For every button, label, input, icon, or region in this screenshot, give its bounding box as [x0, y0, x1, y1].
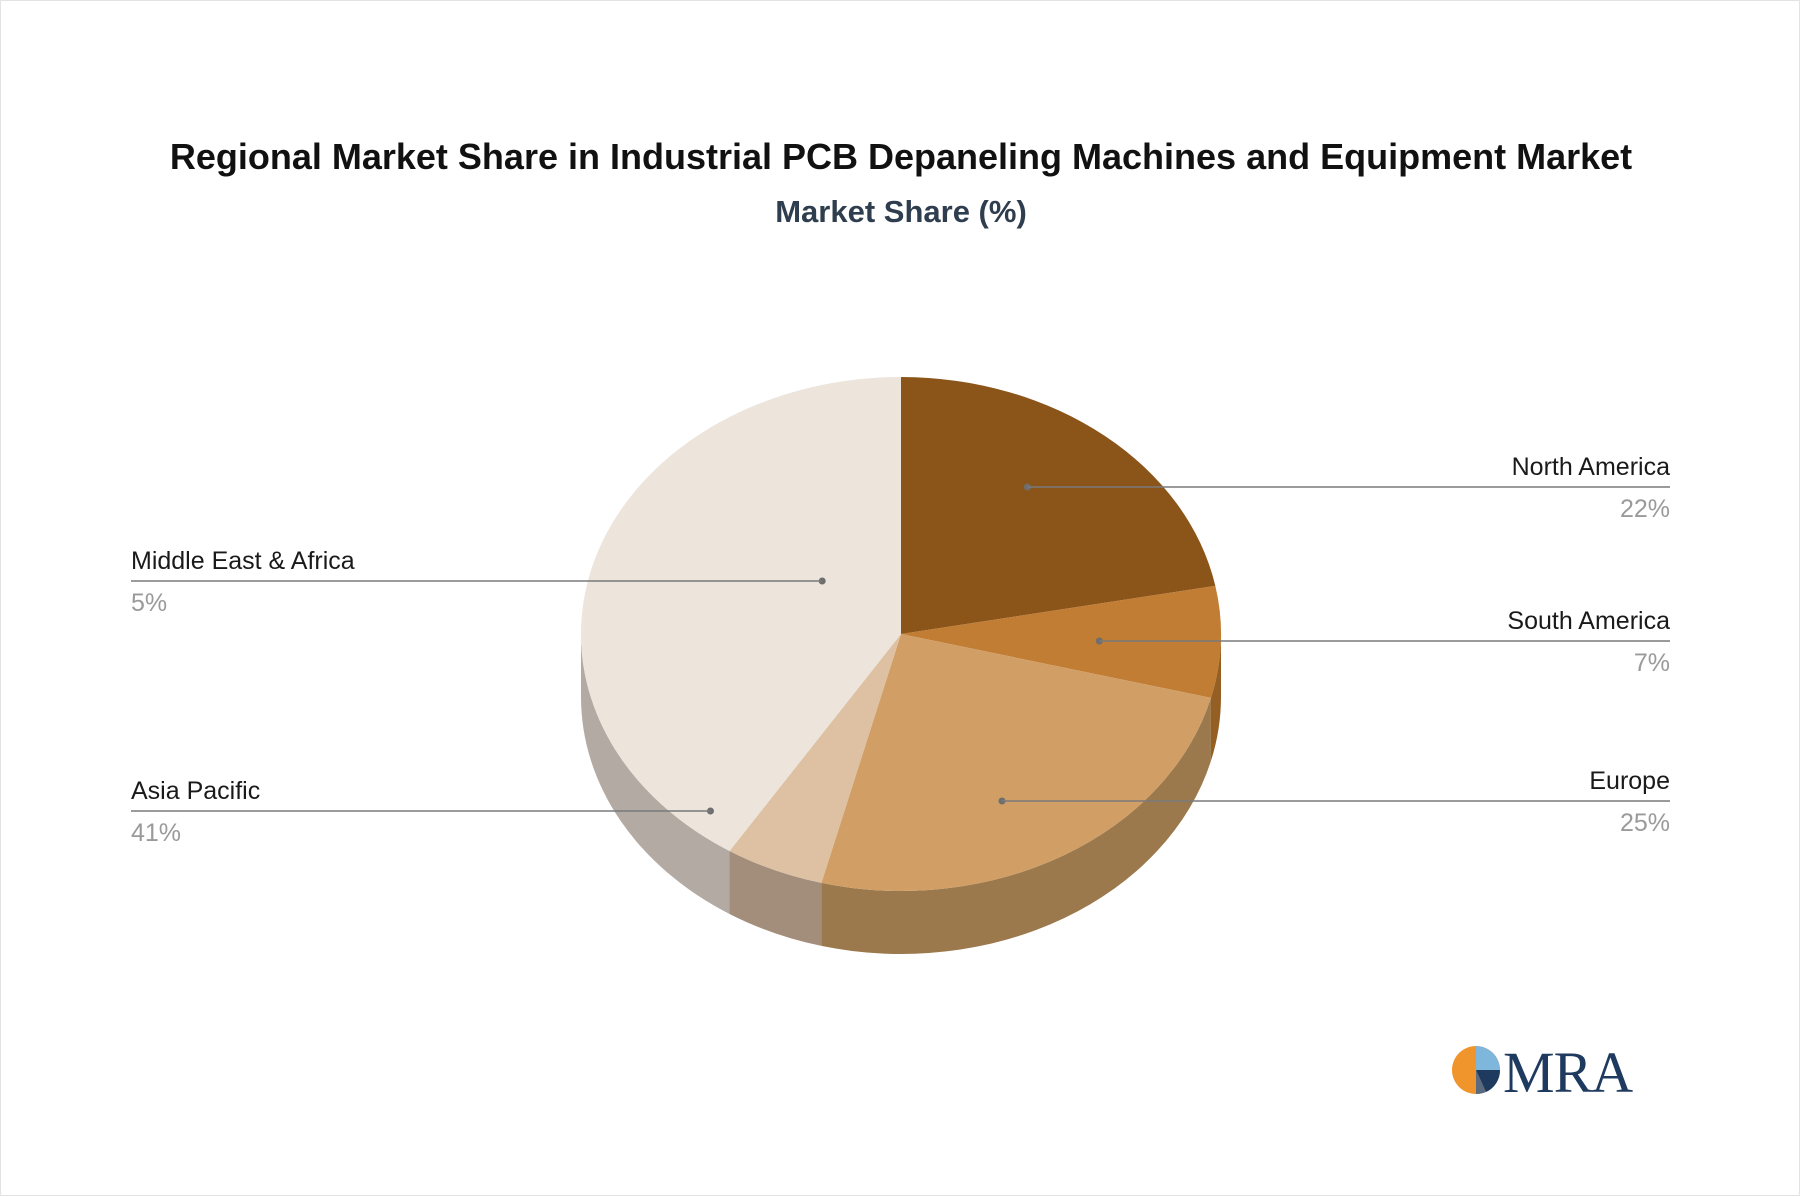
logo-pie-icon — [1452, 1046, 1501, 1095]
value-south-america: 7% — [1634, 649, 1670, 677]
pie-slice-asia-pacific[interactable] — [581, 377, 901, 851]
pie-side-middle-east-africa — [729, 850, 822, 946]
pie-side-layer — [581, 634, 1221, 954]
label-middle-east-africa: Middle East & Africa — [131, 547, 355, 575]
value-asia-pacific: 41% — [131, 819, 181, 847]
pie-side-europe — [821, 697, 1211, 954]
label-asia-pacific: Asia Pacific — [131, 777, 260, 805]
value-europe: 25% — [1620, 809, 1670, 837]
value-north-america: 22% — [1620, 495, 1670, 523]
pie-slice-south-america[interactable] — [901, 585, 1222, 698]
chart-subtitle: Market Share (%) — [775, 194, 1027, 229]
pie-slice-europe[interactable] — [821, 634, 1211, 891]
mra-logo: MRA — [1451, 1040, 1651, 1105]
pie-top-layer — [581, 377, 1222, 891]
pie-slice-north-america[interactable] — [901, 377, 1216, 634]
logo-text: MRA — [1503, 1040, 1633, 1105]
pie-side-asia-pacific — [581, 634, 730, 914]
pie-slice-middle-east-africa[interactable] — [729, 634, 901, 883]
pie-label-layer: North America 22% South America 7% Europe 25%… — [131, 453, 1670, 847]
label-north-america: North America — [1512, 453, 1670, 481]
pie-side-south-america — [1210, 634, 1221, 761]
label-south-america: South America — [1507, 607, 1670, 635]
label-europe: Europe — [1589, 767, 1670, 795]
chart-title: Regional Market Share in Industrial PCB … — [169, 136, 1633, 177]
value-middle-east-africa: 5% — [131, 589, 167, 617]
